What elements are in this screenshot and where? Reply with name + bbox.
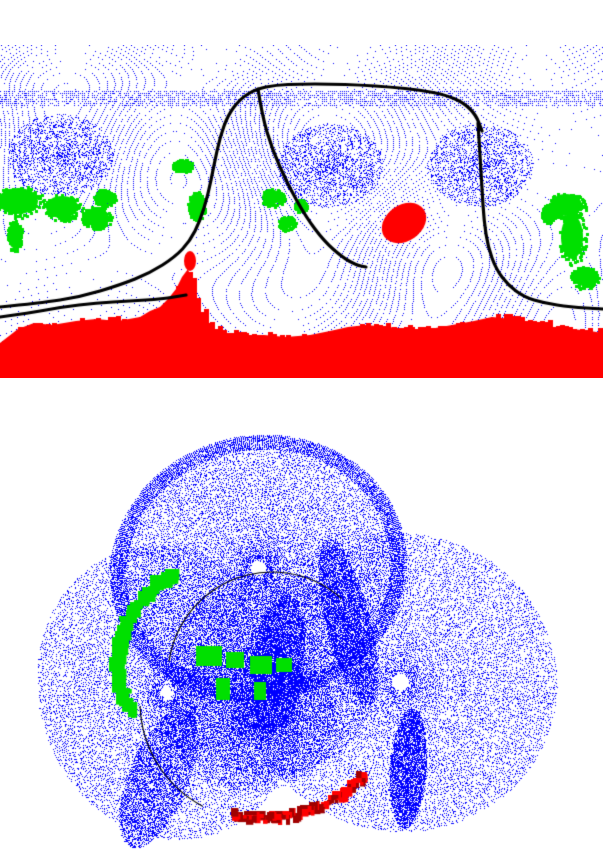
top-panel-canvas bbox=[0, 45, 603, 378]
cylindrical-projection-panel: Global cylindrical map with dense blue s… bbox=[0, 45, 603, 378]
orthographic-projection-panel: Three-dimensional orthographic view of t… bbox=[0, 420, 603, 850]
bottom-panel-canvas bbox=[0, 420, 603, 850]
